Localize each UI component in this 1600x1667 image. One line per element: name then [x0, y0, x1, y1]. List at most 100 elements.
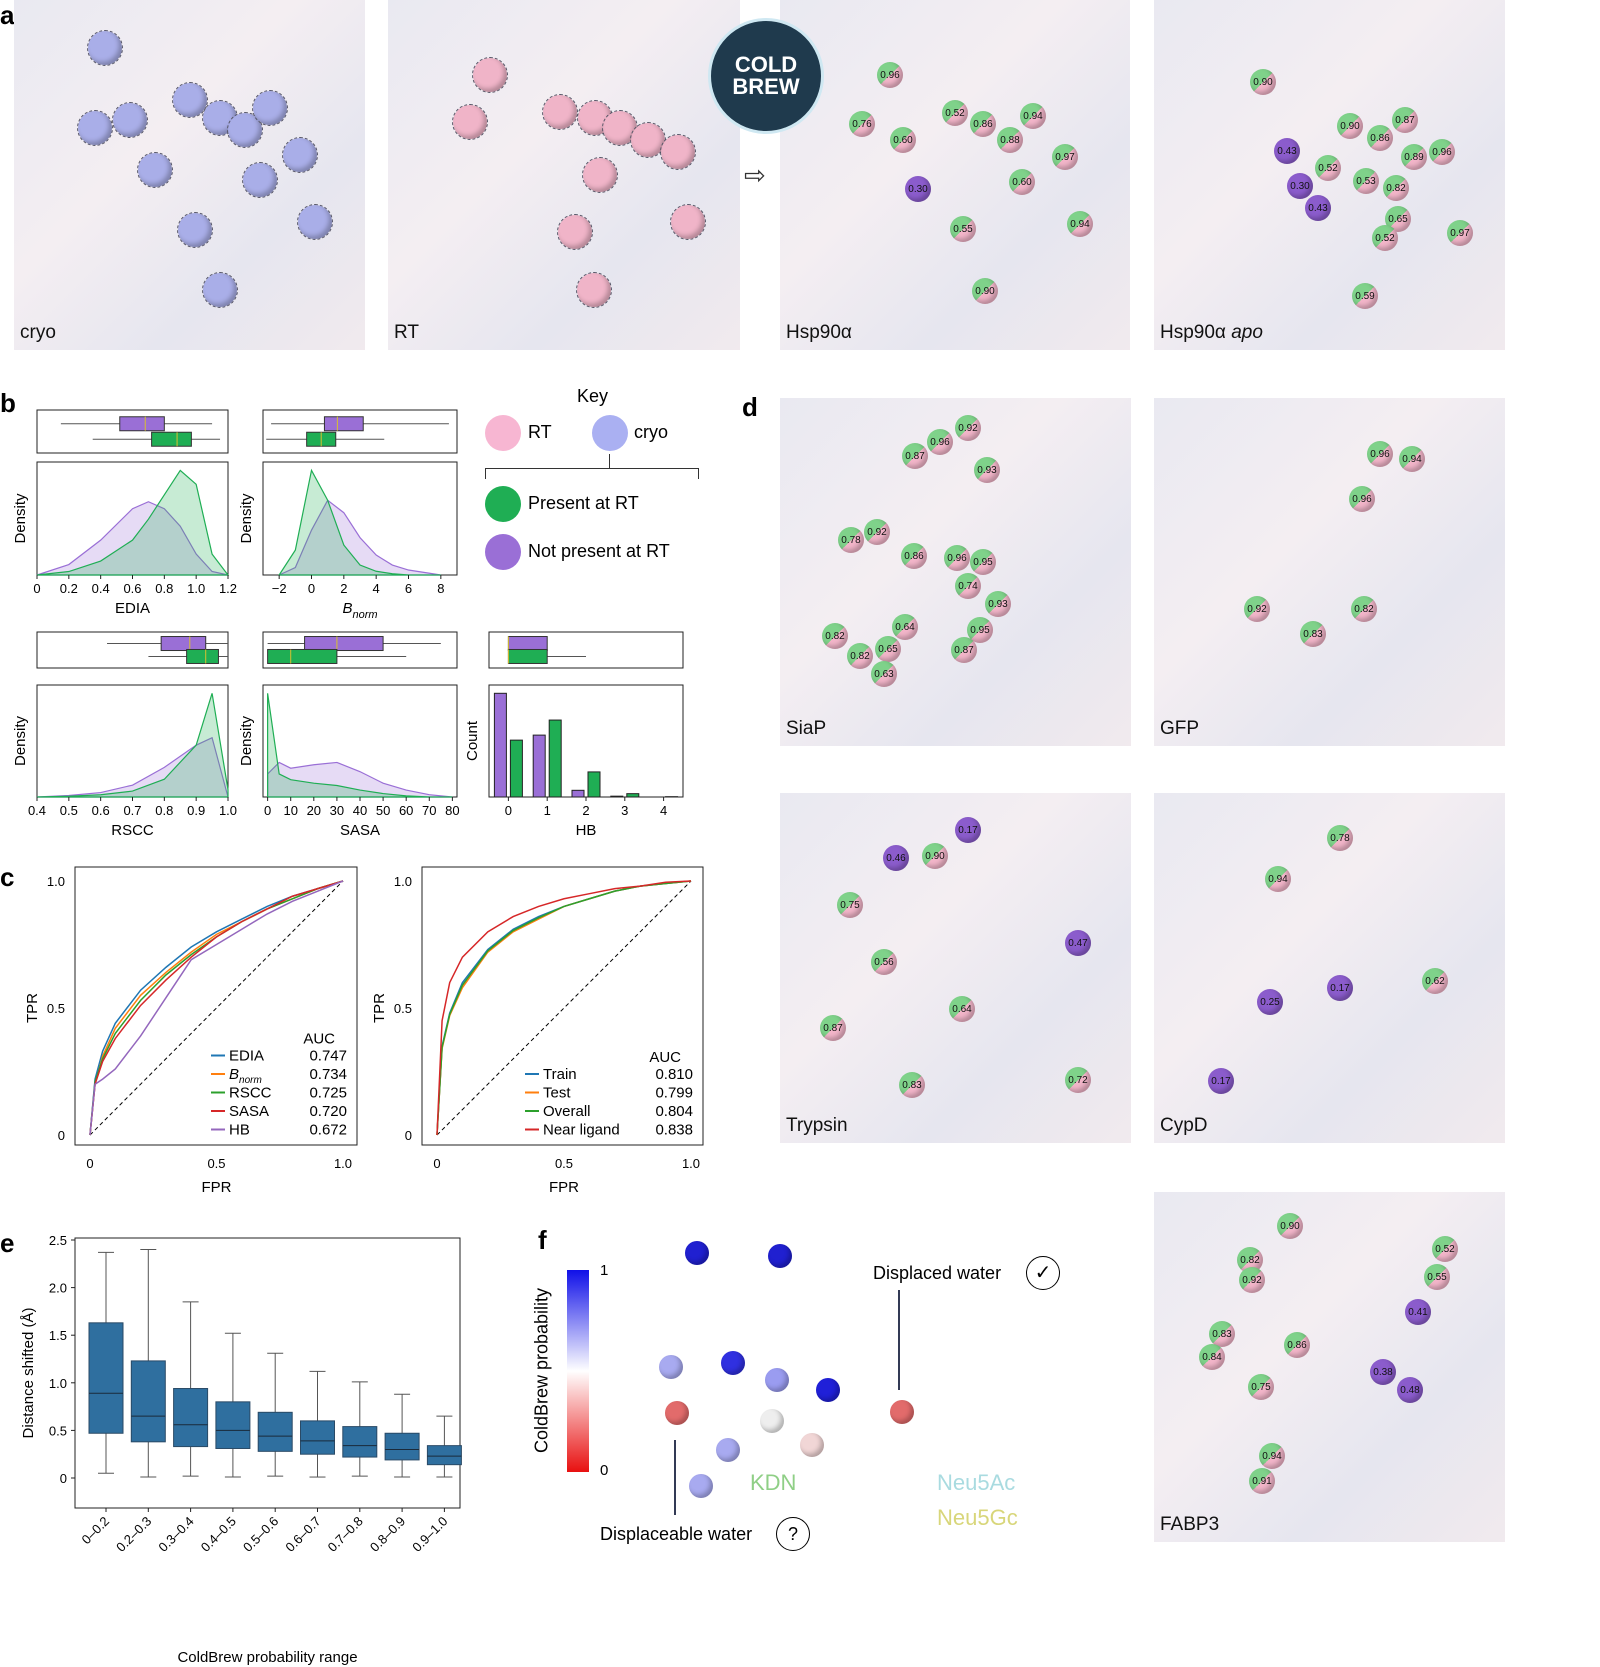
colorbar-max: 1 — [600, 1262, 609, 1279]
water-sphere: 0.72 — [1065, 1067, 1091, 1093]
water-sphere: 0.17 — [1208, 1068, 1234, 1094]
water-sphere: 0.52 — [1432, 1236, 1458, 1262]
water-sphere: 0.75 — [1248, 1374, 1274, 1400]
not-present-swatch — [485, 534, 521, 570]
bar — [548, 719, 562, 798]
x-axis-label: RSCC — [111, 822, 154, 839]
water-sphere: 0.52 — [1315, 155, 1341, 181]
water-sphere: 0.64 — [949, 996, 975, 1022]
water-sphere: 0.82 — [822, 623, 848, 649]
y-axis-label: Count — [464, 720, 481, 761]
caption: RT — [394, 322, 419, 343]
x-tick-label: 4 — [660, 803, 667, 818]
water-sphere: 0.97 — [1447, 220, 1473, 246]
displaceable-water-label: Displaceable water — [600, 1524, 753, 1544]
plot-frame — [74, 1237, 461, 1509]
water-sphere: 0.94 — [1265, 866, 1291, 892]
density-curve — [267, 693, 453, 798]
panel-label-a: a — [0, 0, 15, 30]
water-sphere — [768, 1244, 792, 1268]
water-sphere: 0.95 — [970, 549, 996, 575]
bar — [626, 793, 640, 798]
panel-label-f: f — [538, 1225, 547, 1255]
y-tick-label: 0 — [60, 1471, 67, 1486]
x-tick-label: 0.8–0.9 — [367, 1514, 408, 1555]
water-sphere: 0.43 — [1305, 195, 1331, 221]
water-sphere: 0.60 — [890, 127, 916, 153]
density-mesh — [202, 272, 238, 308]
water-sphere — [721, 1351, 745, 1375]
density-curve — [278, 499, 441, 576]
x-tick-label: 0.2–0.3 — [113, 1514, 154, 1555]
legend-label: SASA — [229, 1103, 269, 1120]
plot-frame — [421, 866, 704, 1146]
water-sphere: 0.96 — [877, 62, 903, 88]
water-sphere: 0.96 — [1349, 486, 1375, 512]
water-sphere: 0.55 — [1424, 1264, 1450, 1290]
box-frame — [488, 631, 684, 669]
cryo-swatch — [592, 415, 628, 451]
water-sphere — [890, 1400, 914, 1424]
x-tick-label: 0.5–0.6 — [240, 1514, 281, 1555]
water-sphere: 0.17 — [955, 817, 981, 843]
y-tick-label: 0 — [58, 1128, 65, 1143]
water-sphere: 0.87 — [1392, 107, 1418, 133]
water-sphere: 0.87 — [820, 1015, 846, 1041]
x-tick-label: 3 — [621, 803, 628, 818]
x-tick-label: 50 — [376, 803, 390, 818]
bar — [610, 795, 624, 798]
water-sphere: 0.52 — [942, 100, 968, 126]
x-tick-label: 0.4 — [92, 581, 110, 596]
water-sphere: 0.83 — [1209, 1321, 1235, 1347]
water-sphere — [716, 1438, 740, 1462]
bracket — [609, 454, 610, 468]
panel-label-b: b — [0, 388, 16, 418]
diagonal-reference — [89, 880, 344, 1136]
y-axis-label: Density — [238, 715, 255, 766]
water-sphere: 0.94 — [1020, 103, 1046, 129]
water-sphere: 0.84 — [1199, 1344, 1225, 1370]
water-sphere: 0.41 — [1405, 1299, 1431, 1325]
water-sphere: 0.47 — [1065, 930, 1091, 956]
scene-gfp: GFP — [1154, 398, 1505, 746]
neu5ac-label: Neu5Ac — [937, 1470, 1016, 1495]
bar — [509, 739, 523, 798]
x-tick-label: 0.9–1.0 — [409, 1514, 450, 1555]
plot-frame — [74, 866, 358, 1146]
water-sphere: 0.76 — [849, 111, 875, 137]
box-frame — [262, 409, 458, 454]
water-sphere: 0.87 — [902, 443, 928, 469]
diagonal-reference — [436, 880, 692, 1136]
x-tick-label: 1.0 — [219, 803, 237, 818]
water-sphere: 0.92 — [864, 519, 890, 545]
y-tick-label: 1.0 — [47, 874, 65, 889]
water-sphere: 0.90 — [1337, 113, 1363, 139]
x-tick-label: 0 — [433, 1156, 440, 1171]
bracket — [485, 468, 699, 479]
box — [507, 648, 548, 664]
water-sphere — [685, 1241, 709, 1265]
water-sphere: 0.92 — [1244, 596, 1270, 622]
box-frame — [36, 409, 229, 454]
x-tick-label: 1.0 — [187, 581, 205, 596]
water-sphere: 0.90 — [1250, 69, 1276, 95]
x-tick-label: 0.3–0.4 — [155, 1514, 196, 1555]
panel-label-e: e — [0, 1228, 15, 1258]
x-tick-label: 8 — [437, 581, 444, 596]
density-mesh — [557, 214, 593, 250]
water-sphere: 0.83 — [899, 1072, 925, 1098]
density-mesh — [472, 57, 508, 93]
x-tick-label: 0.5 — [207, 1156, 225, 1171]
x-tick-label: 60 — [399, 803, 413, 818]
y-axis-label: Density — [12, 493, 29, 544]
scene-hsp90: Hsp90α — [780, 0, 1130, 350]
water-sphere — [665, 1401, 689, 1425]
caption: SiaP — [786, 718, 827, 739]
water-sphere: 0.82 — [1383, 175, 1409, 201]
question-icon: ? — [776, 1517, 810, 1551]
x-tick-label: 0–0.2 — [79, 1514, 113, 1548]
y-tick-label: 0 — [405, 1128, 412, 1143]
water-sphere: 0.46 — [883, 845, 909, 871]
